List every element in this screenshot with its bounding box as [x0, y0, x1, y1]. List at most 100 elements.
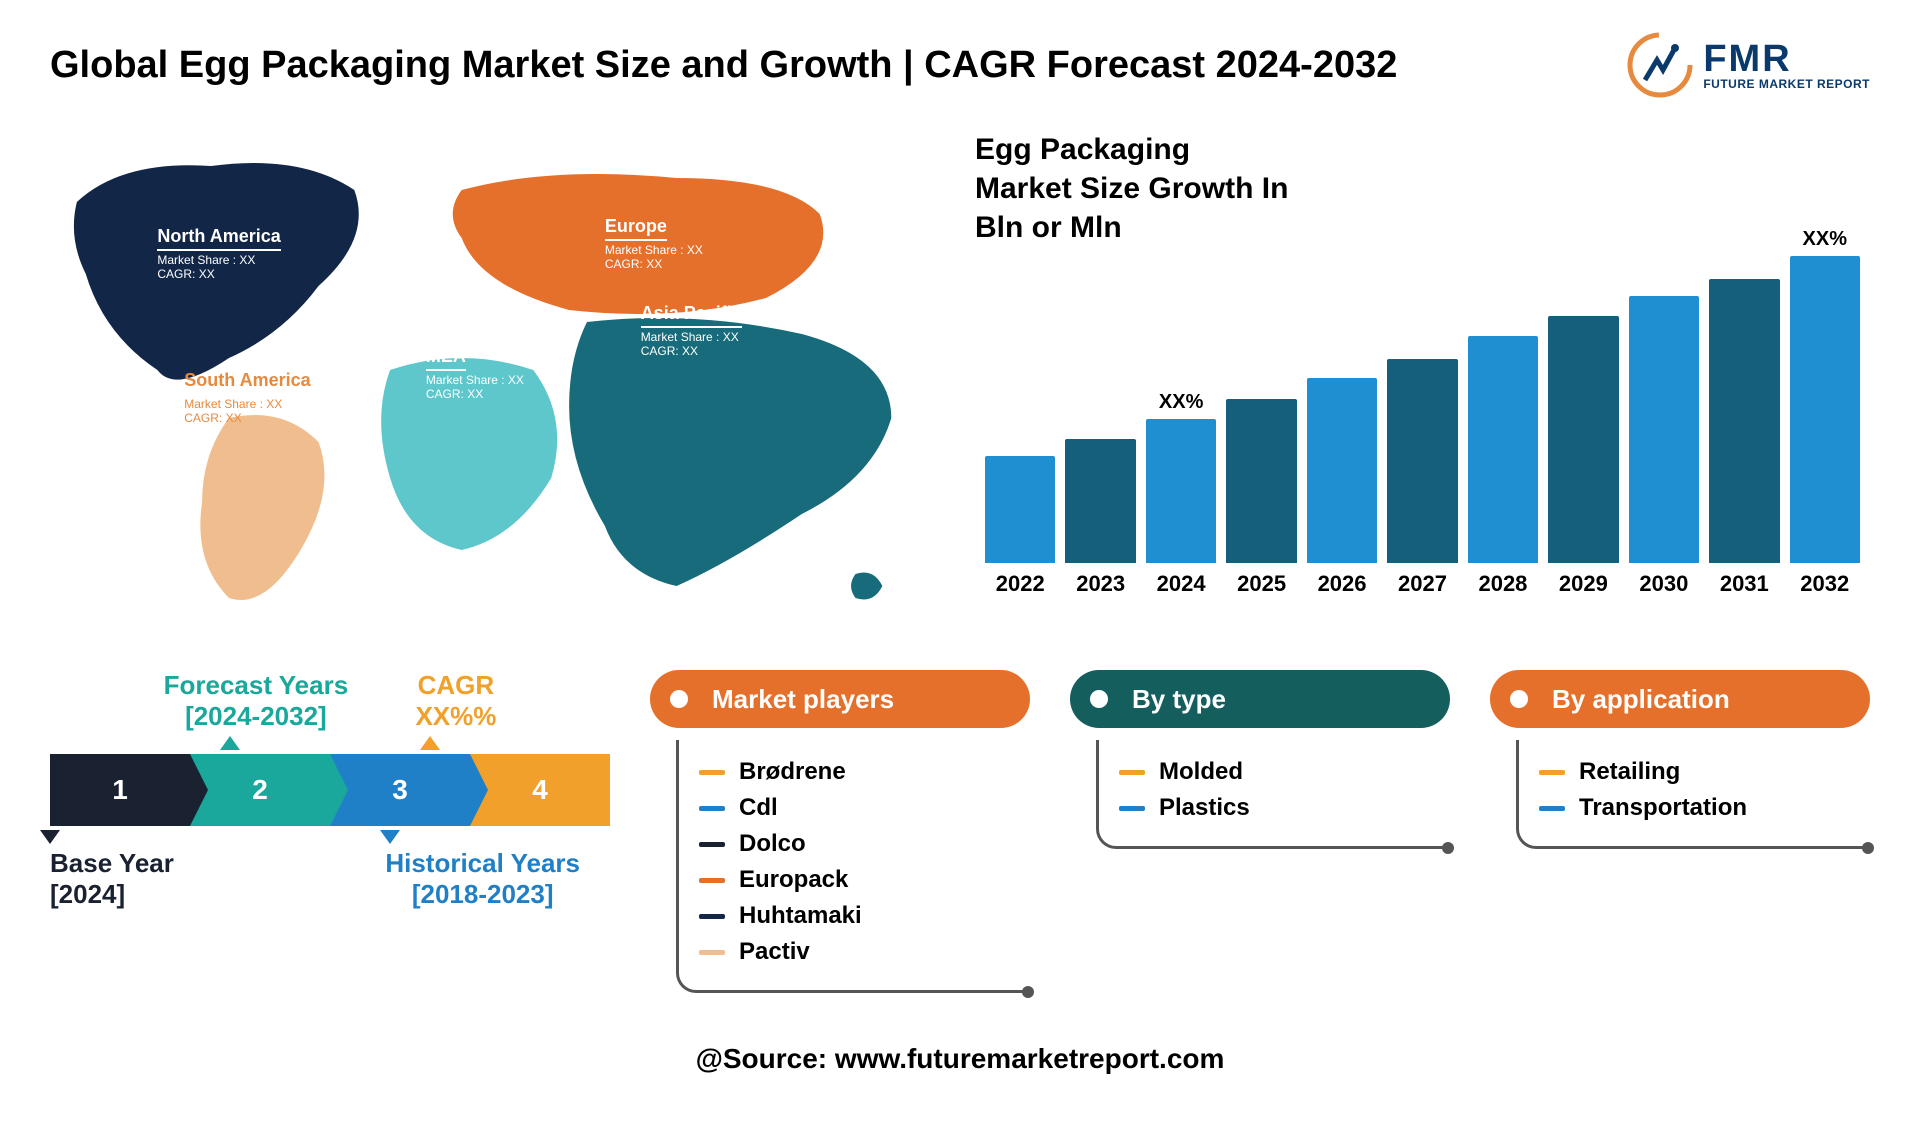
triangle-down-icon	[40, 830, 60, 844]
region-name: North America	[157, 226, 280, 251]
dash-icon	[1539, 806, 1565, 811]
triangle-up-icon	[220, 736, 240, 750]
list-item-label: Brødrene	[739, 758, 846, 786]
map-region-sa	[200, 415, 324, 600]
list-item-label: Plastics	[1159, 794, 1250, 822]
bar-year-label: 2031	[1720, 571, 1769, 597]
bar-wrap: 2022	[985, 456, 1055, 597]
list-item: Brødrene	[699, 754, 1010, 790]
bar-year-label: 2029	[1559, 571, 1608, 597]
bar-wrap: 2026	[1307, 378, 1377, 597]
list-item-label: Molded	[1159, 758, 1243, 786]
by-type-col: By type Molded Plastics	[1070, 670, 1450, 849]
logo-sub-text: FUTURE MARKET REPORT	[1703, 78, 1870, 90]
region-label-na: North AmericaMarket Share : XXCAGR: XX	[157, 226, 280, 281]
chart-bar	[1709, 279, 1779, 563]
chart-title-line1: Egg Packaging	[975, 133, 1190, 166]
region-label-eu: EuropeMarket Share : XXCAGR: XX	[605, 216, 703, 271]
timeline-bar: 1234	[50, 754, 610, 826]
list-item: Retailing	[1539, 754, 1850, 790]
list-item: Plastics	[1119, 790, 1430, 826]
by-application-title: By application	[1552, 684, 1730, 715]
list-item-label: Huhtamaki	[739, 902, 862, 930]
by-type-title: By type	[1132, 684, 1226, 715]
timeline-segment: 4	[470, 754, 610, 826]
bar-wrap: 2030	[1629, 296, 1699, 597]
chart-bar	[1065, 439, 1135, 563]
dash-icon	[699, 770, 725, 775]
triangle-up-icon	[420, 736, 440, 750]
bar-wrap: 2028	[1468, 336, 1538, 597]
bar-wrap: XX%2024	[1146, 419, 1216, 597]
by-application-pill: By application	[1490, 670, 1870, 728]
region-cagr: CAGR: XX	[426, 387, 524, 401]
chart-bar	[1146, 419, 1216, 563]
bar-year-label: 2032	[1800, 571, 1849, 597]
by-application-list: Retailing Transportation	[1516, 740, 1870, 849]
header: Global Egg Packaging Market Size and Gro…	[50, 30, 1870, 100]
dash-icon	[699, 806, 725, 811]
tl-base-label: Base Year [2024]	[50, 848, 174, 910]
bar-year-label: 2024	[1157, 571, 1206, 597]
list-item-label: Europack	[739, 866, 848, 894]
chart-bar	[1468, 336, 1538, 563]
market-players-list: Brødrene Cdl Dolco Europack Huhtamaki Pactiv	[676, 740, 1030, 993]
list-item: Transportation	[1539, 790, 1850, 826]
list-item-label: Pactiv	[739, 938, 810, 966]
bar-year-label: 2030	[1639, 571, 1688, 597]
bar-wrap: 2029	[1548, 316, 1618, 597]
dash-icon	[699, 878, 725, 883]
fmr-logo-icon	[1625, 30, 1695, 100]
chart-bar	[1548, 316, 1618, 563]
timeline-segment: 3	[330, 754, 470, 826]
region-label-sa: South AmericaMarket Share : XXCAGR: XX	[184, 370, 310, 425]
list-item-label: Retailing	[1579, 758, 1680, 786]
list-item: Pactiv	[699, 934, 1010, 970]
list-item-label: Transportation	[1579, 794, 1747, 822]
list-item: Molded	[1119, 754, 1430, 790]
bar-wrap: 2027	[1387, 359, 1457, 597]
bar-wrap: 2031	[1709, 279, 1779, 597]
region-label-mea: MEAMarket Share : XXCAGR: XX	[426, 346, 524, 401]
timeline-segment: 2	[190, 754, 330, 826]
region-name: Europe	[605, 216, 667, 241]
region-cagr: CAGR: XX	[157, 267, 280, 281]
logo-text: FMR FUTURE MARKET REPORT	[1703, 40, 1870, 90]
logo: FMR FUTURE MARKET REPORT	[1625, 30, 1870, 100]
bar-wrap: XX%2032	[1790, 256, 1860, 597]
region-share: Market Share : XX	[184, 397, 310, 411]
bar-year-label: 2026	[1318, 571, 1367, 597]
chart-bar	[1307, 378, 1377, 563]
chart-bar	[1387, 359, 1457, 563]
by-application-col: By application Retailing Transportation	[1490, 670, 1870, 849]
market-players-col: Market players Brødrene Cdl Dolco Europack H…	[650, 670, 1030, 993]
page-title: Global Egg Packaging Market Size and Gro…	[50, 44, 1397, 87]
region-name: South America	[184, 370, 310, 395]
chart-bar	[985, 456, 1055, 563]
region-share: Market Share : XX	[641, 330, 742, 344]
chart-bar	[1790, 256, 1860, 563]
list-item: Dolco	[699, 826, 1010, 862]
bar-year-label: 2022	[996, 571, 1045, 597]
dash-icon	[1119, 806, 1145, 811]
dash-icon	[699, 950, 725, 955]
logo-fmr-text: FMR	[1703, 40, 1870, 78]
timeline-segment: 1	[50, 754, 190, 826]
map-region-ap	[569, 318, 891, 586]
bar-year-label: 2028	[1478, 571, 1527, 597]
chart-bar	[1226, 399, 1296, 563]
tl-hist-label: Historical Years [2018-2023]	[385, 848, 580, 910]
region-name: Asia Pacific	[641, 303, 742, 328]
dash-icon	[699, 914, 725, 919]
market-players-title: Market players	[712, 684, 894, 715]
list-item: Huhtamaki	[699, 898, 1010, 934]
main-row: North AmericaMarket Share : XXCAGR: XXSo…	[50, 130, 1870, 610]
dash-icon	[1119, 770, 1145, 775]
tl-cagr-label: CAGR XX%%	[415, 670, 496, 732]
bar-year-label: 2027	[1398, 571, 1447, 597]
source-text: @Source: www.futuremarketreport.com	[50, 1043, 1870, 1075]
list-item-label: Cdl	[739, 794, 778, 822]
by-type-pill: By type	[1070, 670, 1450, 728]
list-item: Cdl	[699, 790, 1010, 826]
triangle-down-icon	[380, 830, 400, 844]
